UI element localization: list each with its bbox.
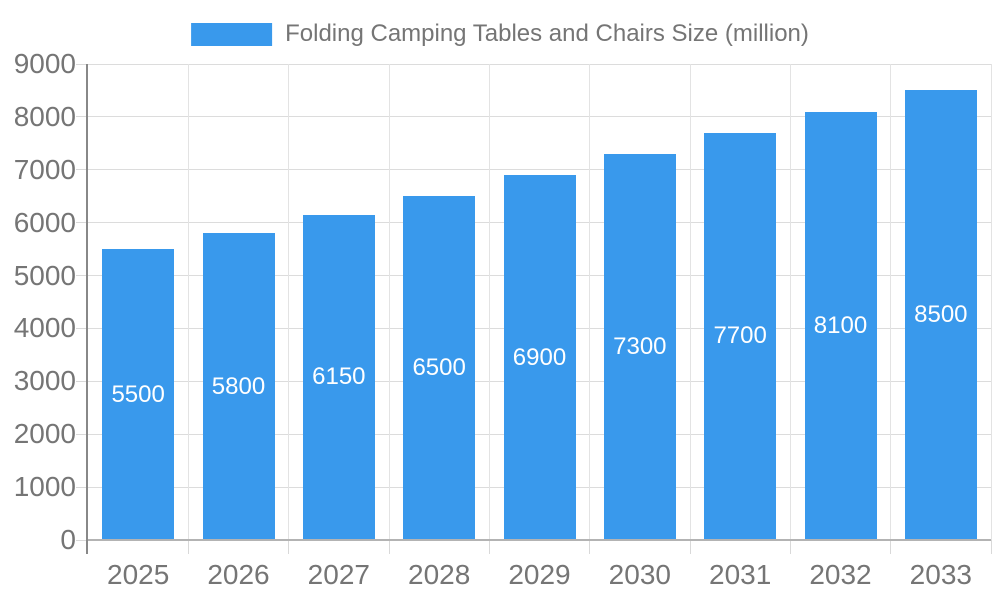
x-axis-tick <box>890 540 892 554</box>
gridline-horizontal <box>88 169 991 171</box>
bar-value-label: 7300 <box>613 332 667 360</box>
y-axis-tick <box>76 169 88 171</box>
gridline-vertical <box>488 64 490 540</box>
y-axis-tick <box>76 116 88 118</box>
gridline-horizontal <box>88 63 991 65</box>
y-axis-tick-label: 7000 <box>13 153 76 185</box>
bar-value-label: 6500 <box>412 354 466 382</box>
legend-label: Folding Camping Tables and Chairs Size (… <box>285 20 809 47</box>
bar: 6500 <box>403 196 476 540</box>
y-axis-tick-label: 0 <box>60 524 76 555</box>
gridline-horizontal <box>88 116 991 118</box>
y-axis-tick-label: 4000 <box>13 312 76 344</box>
gridline-vertical <box>187 64 189 540</box>
gridline-vertical <box>388 64 390 540</box>
x-axis-tick <box>789 540 791 554</box>
y-axis-tick <box>76 63 88 65</box>
y-axis-tick-label: 6000 <box>13 206 76 238</box>
y-axis-tick <box>76 275 88 277</box>
x-axis-tick-label: 2028 <box>408 559 471 590</box>
y-axis-tick <box>76 433 88 435</box>
y-axis-tick <box>76 327 88 329</box>
x-axis-tick-label: 2032 <box>809 559 872 590</box>
bar-value-label: 8100 <box>813 311 868 339</box>
bar: 8100 <box>804 111 877 540</box>
y-axis-tick-label: 1000 <box>13 471 76 503</box>
bar: 5800 <box>202 233 275 540</box>
bar: 5500 <box>102 249 175 540</box>
bar-value-label: 6150 <box>312 363 366 391</box>
bar-value-label: 5800 <box>211 372 266 400</box>
bar-value-label: 7700 <box>713 322 767 350</box>
x-axis-tick <box>288 540 290 554</box>
y-axis-tick <box>76 486 88 488</box>
x-axis-tick-label: 2026 <box>207 559 270 590</box>
bar: 7300 <box>603 153 676 540</box>
y-axis-tick-label: 3000 <box>13 365 76 397</box>
x-axis-baseline <box>88 539 991 541</box>
y-axis-tick <box>76 539 88 541</box>
gridline-vertical <box>789 64 791 540</box>
x-axis-tick <box>990 540 992 554</box>
bar-value-label: 6900 <box>512 343 567 371</box>
gridline-vertical <box>589 64 591 540</box>
bar: 8500 <box>904 90 977 540</box>
x-axis-tick <box>488 540 490 554</box>
bar: 7700 <box>704 132 777 540</box>
y-axis-line <box>86 64 88 554</box>
bar-value-label: 8500 <box>914 301 968 329</box>
x-axis-tick <box>388 540 390 554</box>
x-axis-tick-label: 2029 <box>508 559 571 590</box>
x-axis-tick-label: 2027 <box>307 559 370 590</box>
x-axis-tick <box>689 540 691 554</box>
x-axis-tick-label: 2025 <box>107 559 170 590</box>
y-axis-tick-label: 2000 <box>13 418 76 450</box>
y-axis-tick <box>76 222 88 224</box>
legend-swatch <box>191 22 273 46</box>
gridline-vertical <box>689 64 691 540</box>
bar: 6150 <box>302 214 375 540</box>
legend: Folding Camping Tables and Chairs Size (… <box>191 20 809 48</box>
gridline-vertical <box>890 64 892 540</box>
x-axis-tick-label: 2030 <box>608 559 671 590</box>
x-axis-tick <box>187 540 189 554</box>
bar: 6900 <box>503 175 576 540</box>
y-axis-tick <box>76 380 88 382</box>
x-axis-tick <box>589 540 591 554</box>
gridline-vertical <box>288 64 290 540</box>
gridline-vertical <box>990 64 992 540</box>
y-axis-tick-label: 8000 <box>13 100 76 132</box>
x-axis-tick-label: 2033 <box>909 559 972 590</box>
y-axis-tick-label: 5000 <box>13 259 76 291</box>
x-axis-tick-label: 2031 <box>709 559 772 590</box>
bar-value-label: 5500 <box>111 380 165 408</box>
y-axis-tick-label: 9000 <box>13 48 76 79</box>
